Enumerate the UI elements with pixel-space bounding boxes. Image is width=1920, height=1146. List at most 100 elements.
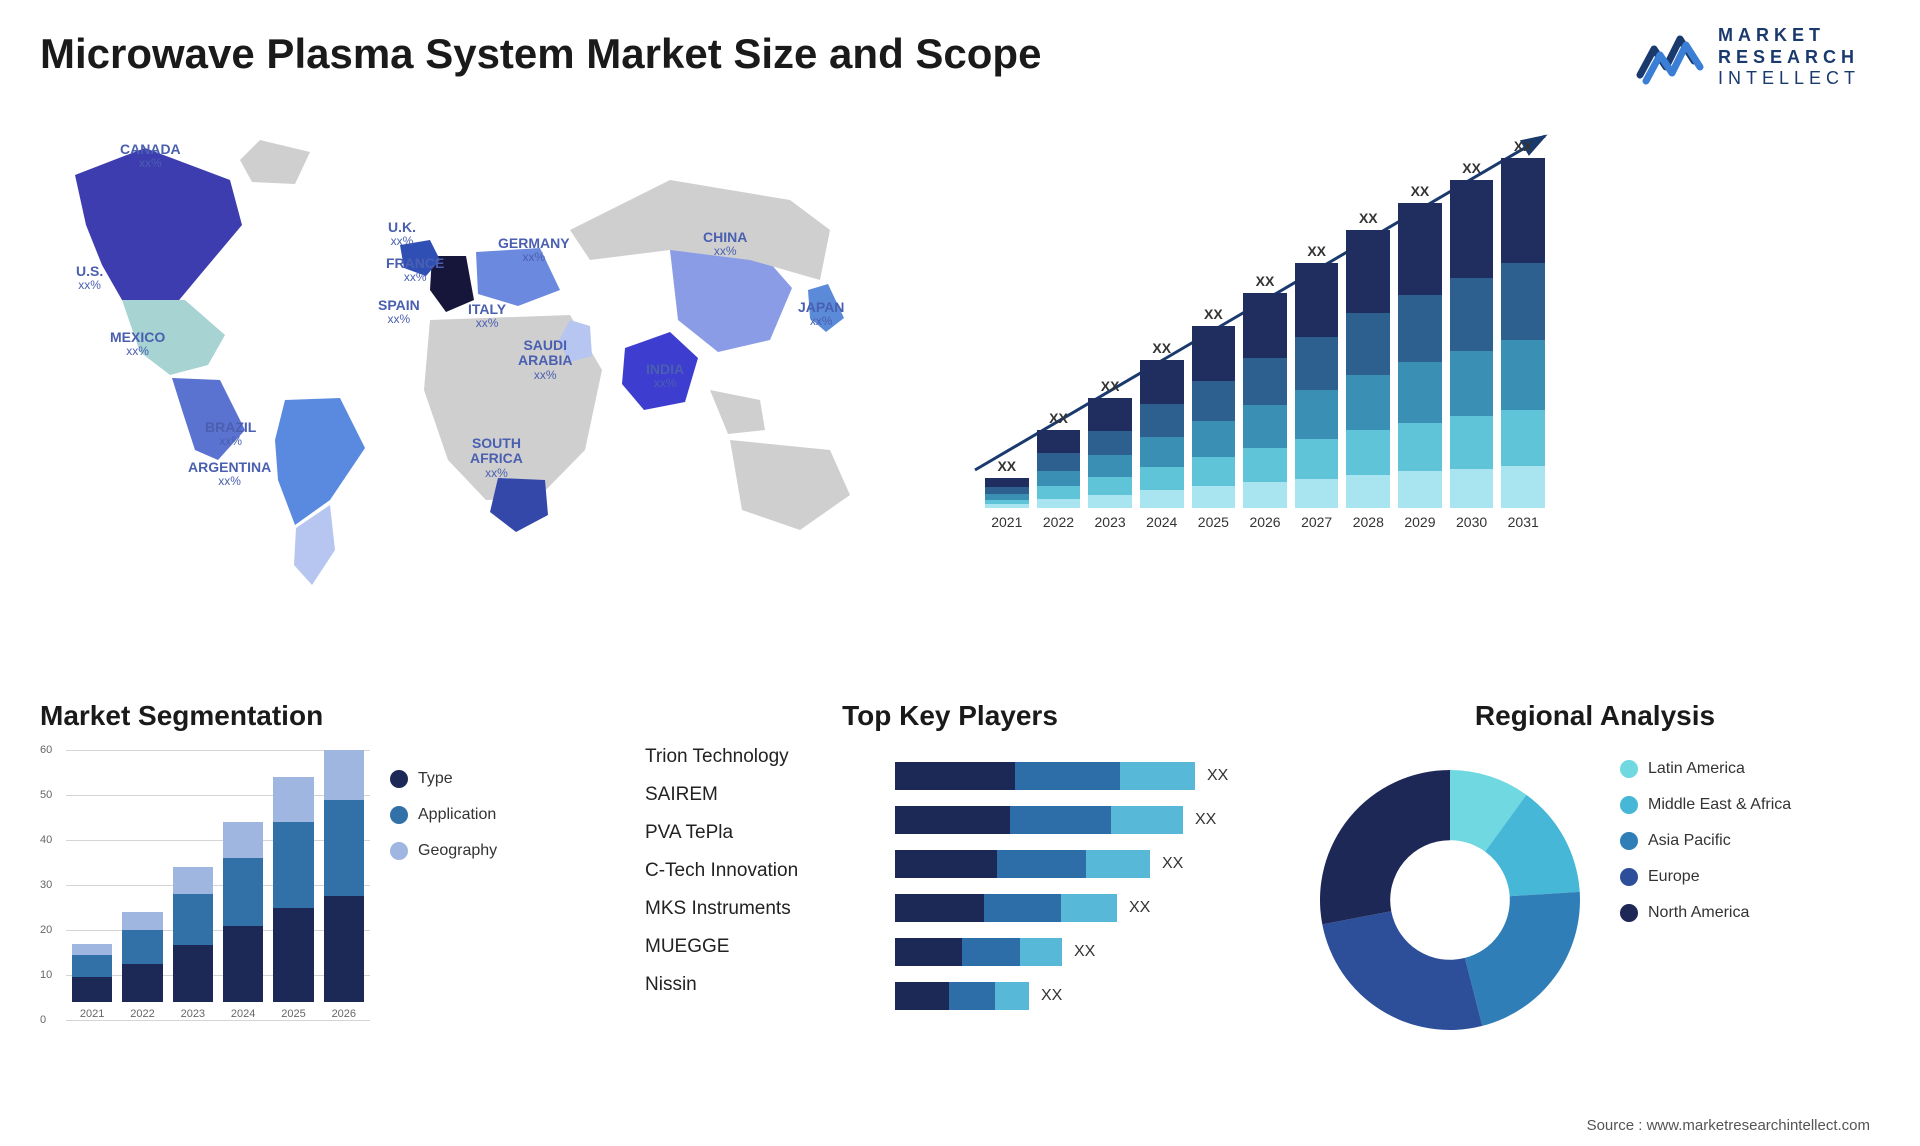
- bar-segment: [1450, 469, 1494, 508]
- bar-year-label: 2022: [1043, 514, 1074, 530]
- legend-label: North America: [1648, 904, 1749, 922]
- bar-segment: [1450, 351, 1494, 417]
- bar-segment: [1501, 340, 1545, 410]
- seg-bar-column: 2021: [72, 944, 112, 1021]
- player-bar-segment: [1010, 806, 1111, 834]
- seg-bar-column: 2022: [122, 912, 162, 1020]
- donut-chart: [1300, 750, 1600, 1050]
- players-list: Trion TechnologySAIREMPVA TePlaC-Tech In…: [645, 746, 885, 1012]
- segmentation-title: Market Segmentation: [40, 700, 520, 732]
- bar-segment: [1243, 448, 1287, 482]
- player-bar-row: XX: [895, 892, 1245, 924]
- bar-value-label: XX: [1256, 273, 1275, 289]
- legend-dot: [390, 770, 408, 788]
- bar-segment: [1295, 479, 1339, 508]
- player-bar-row: XX: [895, 848, 1245, 880]
- bar-value-label: XX: [1307, 243, 1326, 259]
- y-tick: 10: [40, 969, 52, 981]
- y-tick: 40: [40, 834, 52, 846]
- player-bar-segment: [1020, 938, 1062, 966]
- bar-value-label: XX: [1152, 340, 1171, 356]
- bar-column: XX 2027: [1295, 243, 1339, 530]
- bar-segment: [1501, 410, 1545, 466]
- player-bar-segment: [997, 850, 1086, 878]
- bar-segment: [1243, 482, 1287, 508]
- bar-segment: [1398, 203, 1442, 295]
- player-bar-segment: [895, 894, 984, 922]
- player-bar-segment: [895, 850, 997, 878]
- bar-year-label: 2024: [1146, 514, 1177, 530]
- bar-segment: [1140, 490, 1184, 508]
- bar-column: XX2021: [985, 458, 1029, 530]
- players-bars: XXXXXXXXXXXX: [895, 760, 1245, 1024]
- bar-column: XX2026: [1243, 273, 1287, 530]
- players-title: Top Key Players: [645, 700, 1255, 732]
- bar-segment: [1140, 404, 1184, 437]
- legend-item: Geography: [390, 842, 497, 860]
- legend-dot: [1620, 868, 1638, 886]
- bar-year-label: 2028: [1353, 514, 1384, 530]
- regional-title: Regional Analysis: [1300, 700, 1890, 732]
- bar-segment: [985, 504, 1029, 508]
- bar-segment: [1140, 467, 1184, 491]
- bar-segment: [1346, 230, 1390, 313]
- bar-value-label: XX: [1204, 306, 1223, 322]
- bar-segment: [1243, 405, 1287, 448]
- bar-column: XX2023: [1088, 378, 1132, 530]
- bar-segment: [1450, 416, 1494, 468]
- map-label: GERMANYxx%: [498, 236, 570, 265]
- map-label: ARGENTINAxx%: [188, 460, 271, 489]
- legend-label: Europe: [1648, 868, 1700, 886]
- bar-value-label: XX: [1514, 138, 1533, 154]
- player-name: C-Tech Innovation: [645, 860, 885, 882]
- bar-segment: [1295, 337, 1339, 391]
- seg-bar-segment: [173, 945, 213, 1002]
- player-bar-segment: [984, 894, 1062, 922]
- bar-segment: [1243, 358, 1287, 405]
- legend-label: Type: [418, 770, 453, 788]
- bar-column: XX 2028: [1346, 210, 1390, 530]
- map-region: [275, 398, 365, 525]
- seg-bar-segment: [273, 822, 313, 908]
- player-bar-segment: [1015, 762, 1120, 790]
- seg-bar-segment: [324, 896, 364, 1002]
- bar-segment: [1140, 360, 1184, 404]
- segmentation-chart: 0102030405060 202120222023202420252026: [40, 750, 370, 1050]
- legend-item: Asia Pacific: [1620, 832, 1791, 850]
- seg-bar-segment: [223, 822, 263, 858]
- map-region: [240, 140, 310, 184]
- legend-label: Latin America: [1648, 760, 1745, 778]
- map-label: ITALYxx%: [468, 302, 506, 331]
- logo-icon: [1636, 27, 1706, 87]
- legend-item: North America: [1620, 904, 1791, 922]
- player-bar-value: XX: [1195, 811, 1216, 829]
- legend-item: Europe: [1620, 868, 1791, 886]
- player-bar-segment: [1086, 850, 1150, 878]
- legend-label: Application: [418, 806, 496, 824]
- seg-bar-segment: [122, 912, 162, 930]
- legend-dot: [390, 806, 408, 824]
- bar-segment: [1192, 326, 1236, 381]
- seg-bar-column: 2023: [173, 867, 213, 1020]
- map-label: U.S.xx%: [76, 264, 103, 293]
- bar-segment: [1037, 453, 1081, 470]
- seg-bar-segment: [324, 750, 364, 800]
- map-region: [490, 478, 548, 532]
- player-bar-value: XX: [1074, 943, 1095, 961]
- bar-column: XX2031: [1501, 138, 1545, 530]
- seg-bar-segment: [223, 858, 263, 926]
- player-bar-segment: [995, 982, 1029, 1010]
- bar-segment: [1398, 423, 1442, 472]
- player-bar-value: XX: [1129, 899, 1150, 917]
- bar-year-label: 2021: [991, 514, 1022, 530]
- player-name: MUEGGE: [645, 936, 885, 958]
- bar-value-label: XX: [1359, 210, 1378, 226]
- seg-bar-segment: [122, 964, 162, 1002]
- bar-year-label: 2027: [1301, 514, 1332, 530]
- bar-segment: [1192, 421, 1236, 457]
- bar-segment: [985, 478, 1029, 487]
- bar-year-label: 2023: [1095, 514, 1126, 530]
- map-label: CANADAxx%: [120, 142, 181, 171]
- bar-segment: [1243, 293, 1287, 358]
- player-bar-value: XX: [1041, 987, 1062, 1005]
